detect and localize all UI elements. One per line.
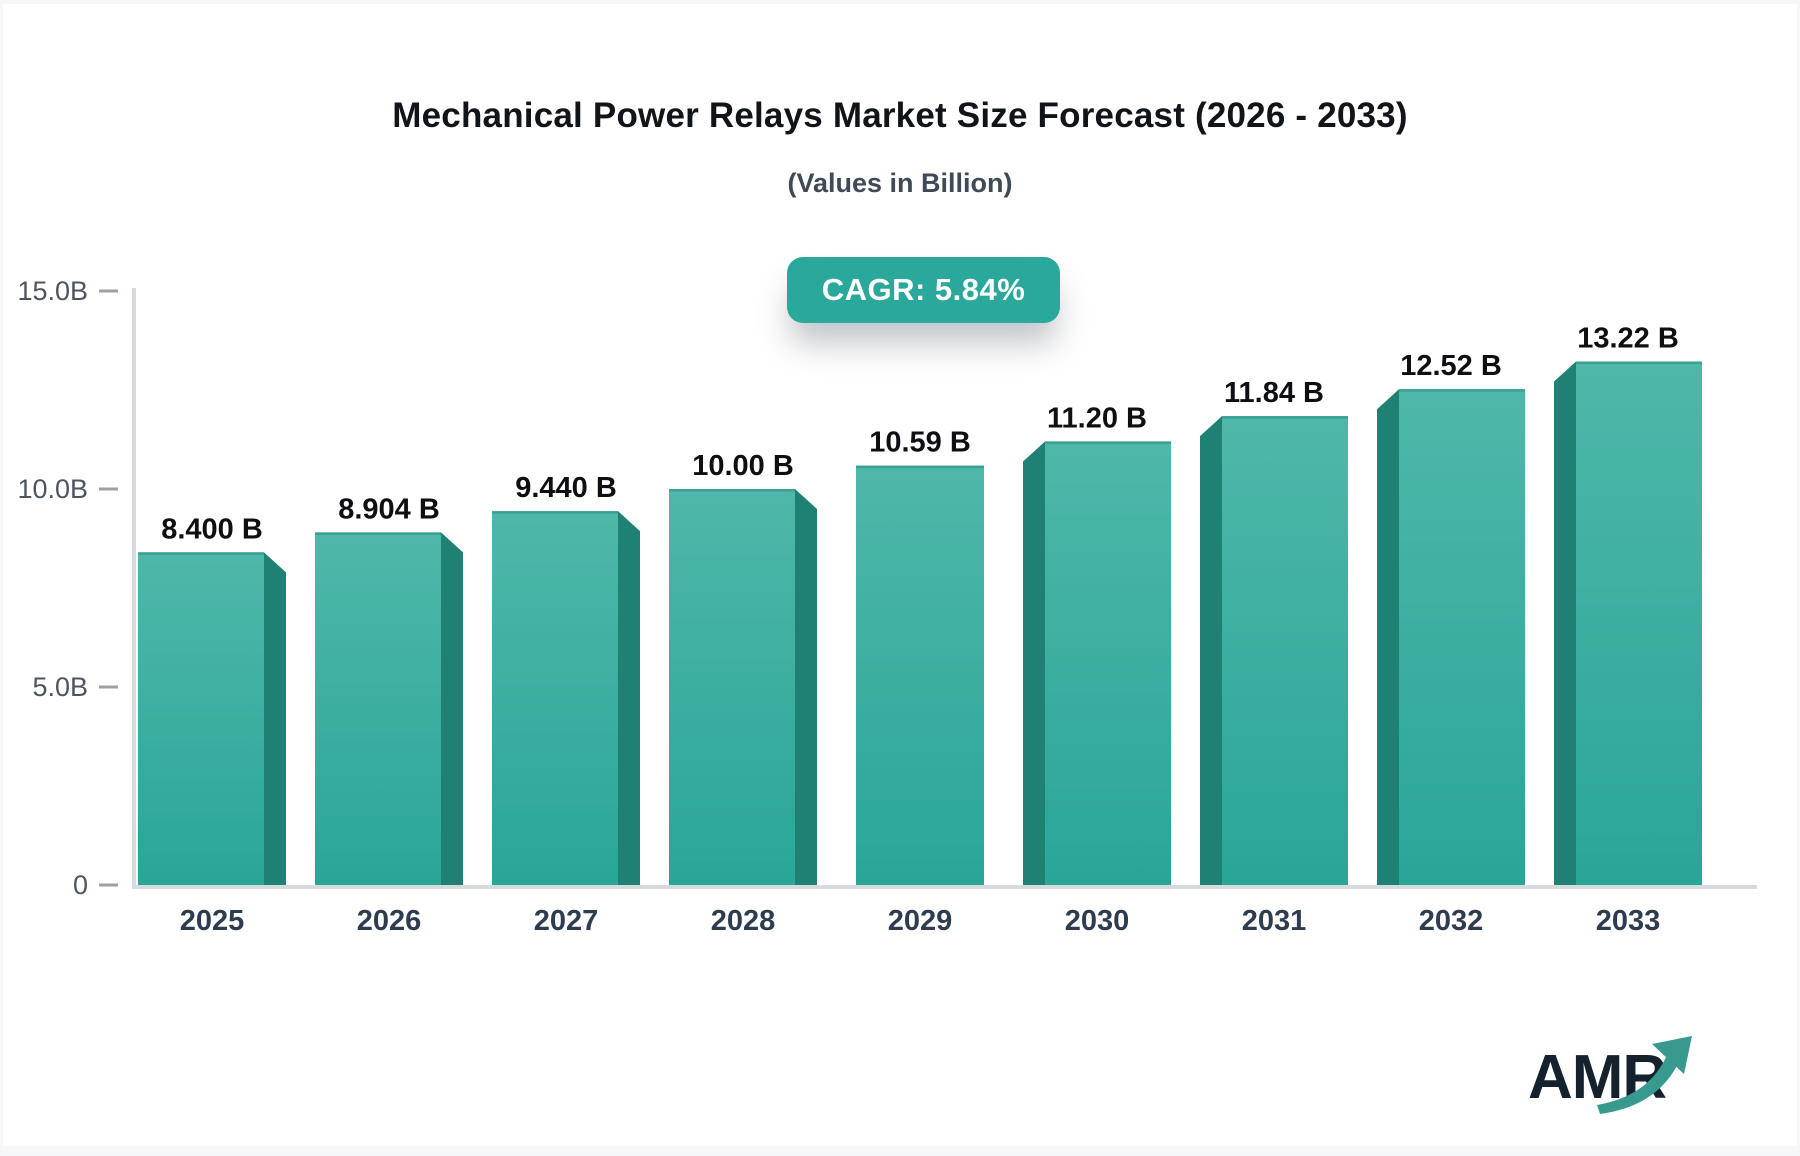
y-tick-label-5.0B: 5.0B	[32, 672, 88, 702]
bar-side-panel	[1200, 416, 1222, 885]
bar-side-panel	[618, 511, 640, 885]
amr-logo-arrow-head	[1652, 1036, 1692, 1074]
bar-2025	[138, 552, 286, 885]
y-tick-label-10.0B: 10.0B	[17, 474, 88, 504]
bar-side-panel	[1023, 441, 1045, 885]
bar-2029	[856, 465, 984, 885]
page-subtitle: (Values in Billion)	[787, 168, 1013, 198]
y-tick-label-15.0B: 15.0B	[17, 276, 88, 306]
bar-value-label-2028: 10.00 B	[692, 450, 794, 482]
x-axis-label-2029: 2029	[888, 905, 953, 937]
x-axis-label-2033: 2033	[1596, 905, 1661, 937]
bar-value-label-2029: 10.59 B	[869, 427, 971, 459]
bar-value-label-2025: 8.400 B	[161, 513, 263, 545]
bar-2032	[1377, 389, 1525, 885]
bars-layer	[138, 361, 1702, 885]
axis-layer: 0 5.0B 10.0B 15.0B	[17, 276, 1757, 900]
bar-face	[1222, 416, 1348, 885]
bar-2026	[315, 532, 463, 885]
bar-side-panel	[1554, 361, 1576, 885]
bar-2033	[1554, 361, 1702, 885]
bar-face	[856, 465, 984, 885]
x-axis-label-2027: 2027	[534, 905, 599, 937]
x-axis-label-2028: 2028	[711, 905, 776, 937]
x-axis-label-2030: 2030	[1065, 905, 1130, 937]
x-axis-label-2032: 2032	[1419, 905, 1484, 937]
bar-side-panel	[264, 552, 286, 885]
bar-2027	[492, 511, 640, 885]
bar-face	[1576, 361, 1702, 885]
labels-layer: 8.400 B 2025 8.904 B 2026 9.440 B 2027 10.00 B…	[161, 322, 1679, 937]
amr-logo: AMR	[1528, 1036, 1692, 1114]
x-axis-label-2025: 2025	[180, 905, 245, 937]
bar-face	[1045, 441, 1171, 885]
bar-face	[1399, 389, 1525, 885]
y-tick-label-0: 0	[73, 870, 88, 900]
bar-face	[138, 552, 264, 885]
bar-2031	[1200, 416, 1348, 885]
bar-value-label-2033: 13.22 B	[1577, 322, 1679, 354]
bar-2028	[669, 488, 817, 885]
bar-face	[315, 532, 441, 885]
bar-value-label-2026: 8.904 B	[338, 493, 440, 525]
bar-value-label-2032: 12.52 B	[1400, 350, 1502, 382]
bar-face	[492, 511, 618, 885]
page-title: Mechanical Power Relays Market Size Fore…	[392, 96, 1408, 135]
bar-face	[669, 489, 795, 885]
bar-side-panel	[1377, 389, 1399, 885]
amr-logo-text: AMR	[1528, 1043, 1666, 1112]
bar-2030	[1023, 441, 1171, 885]
x-axis-label-2026: 2026	[357, 905, 422, 937]
x-axis-label-2031: 2031	[1242, 905, 1307, 937]
bar-side-panel	[795, 489, 817, 885]
bar-side-panel	[441, 532, 463, 885]
bar-value-label-2031: 11.84 B	[1224, 377, 1324, 409]
cagr-badge: CAGR: 5.84%	[787, 257, 1060, 323]
cagr-badge-label: CAGR: 5.84%	[821, 272, 1026, 307]
bar-value-label-2030: 11.20 B	[1047, 402, 1147, 434]
bar-value-label-2027: 9.440 B	[515, 472, 617, 504]
